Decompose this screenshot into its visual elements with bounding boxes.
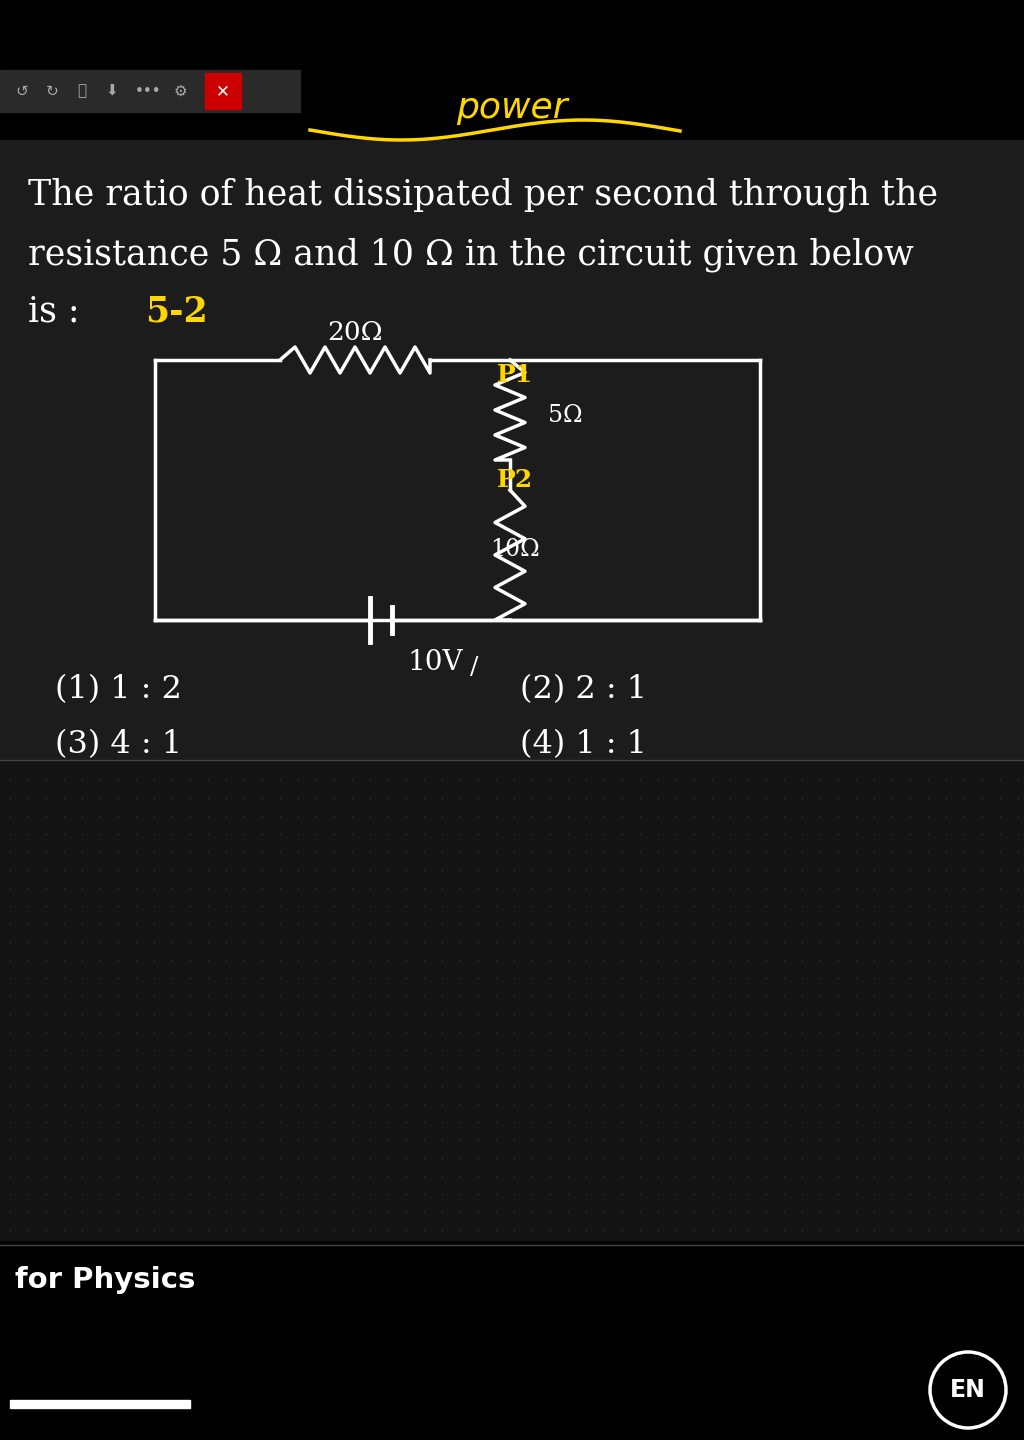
Text: P2: P2 [497, 468, 534, 492]
Text: The ratio of heat dissipated per second through the: The ratio of heat dissipated per second … [28, 177, 938, 212]
Bar [0, 140, 1024, 760]
Text: (1) 1 : 2: (1) 1 : 2 [55, 674, 182, 706]
Text: P1: P1 [497, 363, 534, 387]
Bar [205, 73, 241, 109]
Text: resistance 5 Ω and 10 Ω in the circuit given below: resistance 5 Ω and 10 Ω in the circuit g… [28, 238, 913, 272]
Text: (2) 2 : 1: (2) 2 : 1 [520, 674, 647, 706]
Text: ⬜: ⬜ [78, 84, 87, 98]
Text: 10Ω: 10Ω [490, 539, 540, 562]
Bar [0, 71, 300, 112]
Text: (3) 4 : 1: (3) 4 : 1 [55, 730, 182, 760]
Text: /: / [470, 657, 478, 680]
Text: EN: EN [950, 1378, 986, 1403]
Text: •••: ••• [135, 84, 162, 98]
Text: for Physics: for Physics [15, 1266, 196, 1295]
Text: ⬇: ⬇ [105, 84, 119, 98]
Text: 5-2: 5-2 [145, 295, 208, 328]
Bar [0, 760, 1024, 1240]
Text: 10V: 10V [408, 648, 464, 675]
Text: 20Ω: 20Ω [328, 320, 383, 344]
Text: ↺: ↺ [15, 84, 29, 98]
Text: (4) 1 : 1: (4) 1 : 1 [520, 730, 647, 760]
Text: ⚙: ⚙ [173, 84, 186, 98]
Text: is :: is : [28, 295, 91, 328]
Text: power: power [456, 91, 568, 125]
Bar [0, 0, 1024, 71]
Bar [0, 1320, 1024, 1440]
Text: ↻: ↻ [46, 84, 58, 98]
Bar [10, 1400, 190, 1408]
Text: ✕: ✕ [216, 82, 230, 99]
Text: 5Ω: 5Ω [548, 403, 583, 426]
